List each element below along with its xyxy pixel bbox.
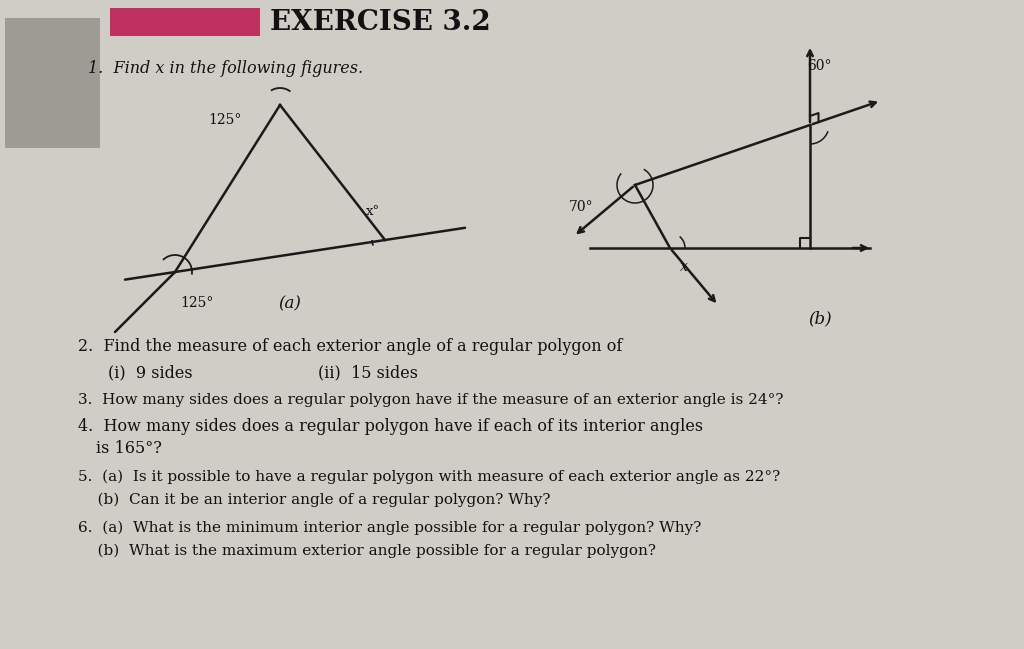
Text: is 165°?: is 165°? <box>96 440 162 457</box>
Text: 6.  (a)  What is the minimum interior angle possible for a regular polygon? Why?: 6. (a) What is the minimum interior angl… <box>78 521 701 535</box>
Text: 3.  How many sides does a regular polygon have if the measure of an exterior ang: 3. How many sides does a regular polygon… <box>78 393 783 407</box>
Text: (b): (b) <box>808 310 831 327</box>
Text: 1.  Find x in the following figures.: 1. Find x in the following figures. <box>88 60 364 77</box>
Text: x: x <box>680 260 688 274</box>
Text: 5.  (a)  Is it possible to have a regular polygon with measure of each exterior : 5. (a) Is it possible to have a regular … <box>78 470 780 484</box>
Text: 4.  How many sides does a regular polygon have if each of its interior angles: 4. How many sides does a regular polygon… <box>78 418 703 435</box>
Bar <box>5 18 100 148</box>
Text: (i)  9 sides: (i) 9 sides <box>108 364 193 381</box>
Text: (ii)  15 sides: (ii) 15 sides <box>318 364 418 381</box>
Bar <box>110 8 260 36</box>
Text: 2.  Find the measure of each exterior angle of a regular polygon of: 2. Find the measure of each exterior ang… <box>78 338 623 355</box>
Text: (b)  Can it be an interior angle of a regular polygon? Why?: (b) Can it be an interior angle of a reg… <box>78 493 551 508</box>
Text: (a): (a) <box>279 295 301 312</box>
Text: 125°: 125° <box>209 113 242 127</box>
Text: 60°: 60° <box>807 59 831 73</box>
Text: EXERCISE 3.2: EXERCISE 3.2 <box>270 10 490 36</box>
Text: 125°: 125° <box>180 296 213 310</box>
Text: (b)  What is the maximum exterior angle possible for a regular polygon?: (b) What is the maximum exterior angle p… <box>78 544 656 558</box>
Text: 70°: 70° <box>568 200 593 214</box>
Text: x°: x° <box>366 205 380 218</box>
